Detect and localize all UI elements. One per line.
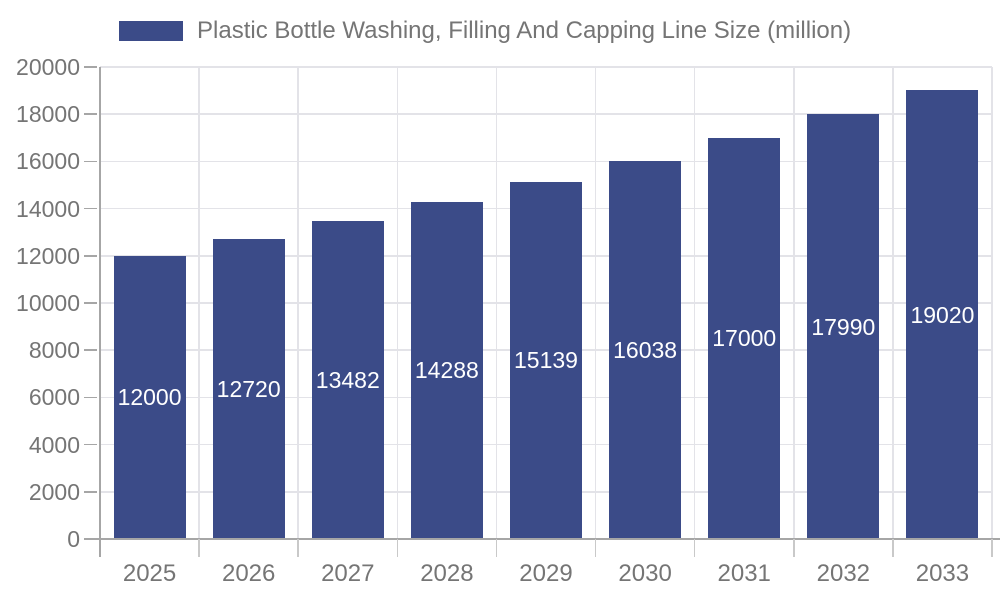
x-axis-tick xyxy=(198,539,200,557)
bar-2029[interactable]: 15139 xyxy=(510,181,582,539)
bar-2028[interactable]: 14288 xyxy=(410,201,483,539)
bar-value-label: 16038 xyxy=(613,336,678,363)
bar-value-label: 12720 xyxy=(216,375,281,402)
y-axis-label: 20000 xyxy=(16,54,80,80)
y-axis-line xyxy=(99,67,101,557)
bar-2027[interactable]: 13482 xyxy=(311,220,384,539)
y-axis-label: 4000 xyxy=(28,431,80,458)
h-gridline xyxy=(100,113,992,115)
x-axis-label: 2026 xyxy=(221,560,276,587)
v-gridline xyxy=(892,67,894,539)
y-axis-tick xyxy=(84,491,97,493)
h-gridline xyxy=(100,66,992,68)
x-axis-line xyxy=(84,538,1000,540)
y-axis-label: 8000 xyxy=(28,337,80,364)
v-gridline xyxy=(396,67,399,539)
y-axis-tick xyxy=(84,207,97,210)
y-axis-tick xyxy=(84,113,97,115)
bar-value-label: 13482 xyxy=(315,366,380,393)
y-axis-label: 16000 xyxy=(16,148,80,175)
bar-2031[interactable]: 17000 xyxy=(708,137,781,539)
y-axis-tick xyxy=(84,538,97,540)
y-axis-label: 14000 xyxy=(16,195,80,222)
bar-2025[interactable]: 12000 xyxy=(113,255,186,539)
x-axis-tick xyxy=(892,539,894,557)
bar-value-label: 12000 xyxy=(117,384,182,411)
bar-2033[interactable]: 19020 xyxy=(906,90,979,539)
y-axis-label: 0 xyxy=(67,526,80,552)
y-axis-label: 12000 xyxy=(16,242,80,269)
y-axis-tick xyxy=(84,255,97,257)
x-axis-tick xyxy=(495,539,498,557)
v-gridline xyxy=(297,67,299,539)
x-axis-label: 2025 xyxy=(122,560,177,587)
y-axis-tick xyxy=(84,302,97,304)
x-axis-tick xyxy=(991,539,993,557)
x-axis-tick xyxy=(594,539,597,557)
y-axis-tick xyxy=(84,349,97,351)
h-gridline xyxy=(100,160,992,163)
bar-2026[interactable]: 12720 xyxy=(212,238,285,539)
legend-swatch[interactable] xyxy=(119,21,183,41)
v-gridline xyxy=(991,67,993,539)
v-gridline xyxy=(693,67,696,539)
v-gridline xyxy=(594,67,597,539)
x-axis-label: 2031 xyxy=(717,560,771,587)
y-axis-label: 6000 xyxy=(28,384,80,411)
y-axis-tick xyxy=(84,443,97,446)
x-axis-tick xyxy=(693,539,696,557)
x-axis-label: 2028 xyxy=(420,560,474,587)
y-axis-tick xyxy=(84,160,97,163)
x-axis-tick xyxy=(793,539,795,557)
y-axis-tick xyxy=(84,396,97,399)
v-gridline xyxy=(198,67,200,539)
bar-value-label: 14288 xyxy=(414,357,479,384)
y-axis-label: 2000 xyxy=(28,478,80,505)
x-axis-label: 2030 xyxy=(618,560,672,587)
x-axis-label: 2029 xyxy=(519,560,573,587)
v-gridline xyxy=(495,67,498,539)
x-axis-label: 2032 xyxy=(816,560,871,587)
bar-value-label: 15139 xyxy=(514,347,578,374)
bar-value-label: 17000 xyxy=(712,325,777,352)
v-gridline xyxy=(793,67,795,539)
bar-2030[interactable]: 16038 xyxy=(609,160,682,539)
bar-value-label: 17990 xyxy=(811,313,876,340)
x-axis-label: 2033 xyxy=(915,560,970,587)
x-axis-label: 2027 xyxy=(321,560,375,587)
bar-2032[interactable]: 17990 xyxy=(807,114,880,539)
x-axis-tick xyxy=(396,539,399,557)
legend-label: Plastic Bottle Washing, Filling And Capp… xyxy=(197,17,852,44)
y-axis-label: 18000 xyxy=(16,101,80,128)
y-axis-label: 10000 xyxy=(16,290,80,316)
bar-value-label: 19020 xyxy=(910,301,975,328)
x-axis-tick xyxy=(297,539,299,557)
y-axis-tick xyxy=(84,66,97,68)
